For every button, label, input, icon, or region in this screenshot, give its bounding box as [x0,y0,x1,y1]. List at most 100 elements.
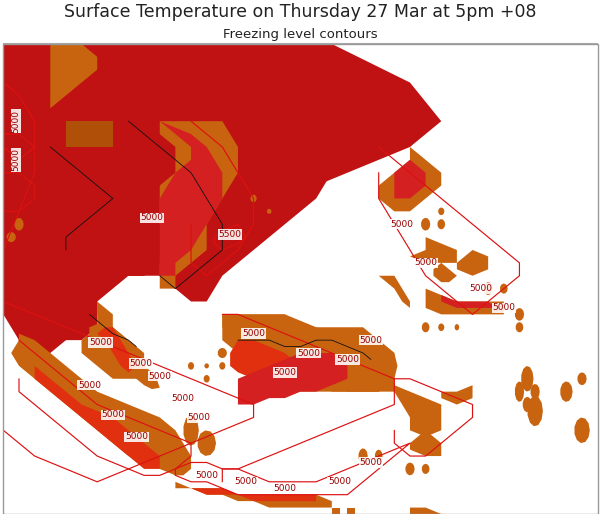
Polygon shape [531,405,540,417]
Text: 5000: 5000 [78,381,101,390]
Polygon shape [66,302,144,379]
Polygon shape [406,463,415,475]
Text: 5000: 5000 [469,284,492,293]
Polygon shape [575,417,590,443]
Polygon shape [4,44,129,224]
Polygon shape [394,385,441,437]
Polygon shape [515,308,524,321]
Polygon shape [394,160,426,198]
Polygon shape [4,44,441,353]
Polygon shape [0,246,4,254]
Polygon shape [379,276,410,308]
Polygon shape [359,448,368,464]
Polygon shape [433,263,457,282]
Polygon shape [438,323,444,331]
Polygon shape [219,362,225,370]
Text: 5000: 5000 [273,484,296,493]
Polygon shape [238,353,347,405]
Polygon shape [410,237,457,263]
Polygon shape [160,121,222,276]
Text: 5000: 5000 [125,432,148,441]
Text: 5000: 5000 [172,394,195,402]
Polygon shape [218,348,227,358]
Polygon shape [421,218,430,231]
Polygon shape [11,334,191,475]
Polygon shape [50,147,175,327]
Text: 5000: 5000 [102,410,124,419]
Text: 5000: 5000 [234,478,257,486]
Polygon shape [500,284,508,293]
Text: 5000: 5000 [273,368,296,377]
Polygon shape [4,44,175,353]
Text: 5000: 5000 [359,458,382,467]
Polygon shape [528,396,543,426]
Polygon shape [410,507,441,514]
Polygon shape [183,415,199,446]
Text: 5000: 5000 [129,359,153,368]
Polygon shape [66,121,113,147]
Text: 5000: 5000 [359,336,382,344]
Text: 5000: 5000 [391,219,413,229]
Polygon shape [332,507,340,514]
Polygon shape [438,208,444,215]
Polygon shape [515,381,524,402]
Polygon shape [438,219,445,229]
Text: 5000: 5000 [414,259,437,267]
Polygon shape [516,322,523,333]
Polygon shape [204,363,209,369]
Polygon shape [484,282,493,295]
Polygon shape [441,295,496,308]
Polygon shape [523,397,532,412]
Text: 5000: 5000 [148,372,171,381]
Text: 5000: 5000 [11,109,20,133]
Text: 5000: 5000 [297,348,320,358]
Polygon shape [191,488,316,501]
Polygon shape [66,302,97,340]
Polygon shape [251,195,257,203]
Polygon shape [422,322,430,333]
Polygon shape [35,366,160,469]
Text: 5000: 5000 [336,355,359,364]
Text: 5000: 5000 [242,329,265,338]
Polygon shape [375,450,383,463]
Polygon shape [422,464,430,474]
Polygon shape [175,482,332,507]
Polygon shape [97,327,136,372]
Polygon shape [90,321,160,389]
Text: 5000: 5000 [195,471,218,480]
Polygon shape [560,381,573,402]
Polygon shape [426,289,504,315]
Text: 5000: 5000 [328,478,351,486]
Polygon shape [441,385,472,405]
Text: 5000: 5000 [188,413,210,422]
Polygon shape [457,250,488,276]
Polygon shape [198,430,216,456]
Polygon shape [521,366,534,392]
Text: 5000: 5000 [492,303,515,313]
Polygon shape [222,315,394,392]
Polygon shape [188,362,194,370]
Polygon shape [14,218,23,231]
Text: 5000: 5000 [141,213,163,222]
Polygon shape [454,324,459,331]
Polygon shape [376,362,382,370]
Text: 5500: 5500 [219,230,242,239]
Polygon shape [410,430,441,456]
Polygon shape [204,375,210,382]
Polygon shape [7,232,16,242]
Polygon shape [379,147,441,211]
Polygon shape [222,315,394,392]
Polygon shape [160,121,238,289]
Polygon shape [578,373,587,385]
Text: Freezing level contours: Freezing level contours [223,28,378,41]
Polygon shape [267,209,272,214]
Polygon shape [230,340,300,385]
Polygon shape [347,507,355,514]
Text: 5000: 5000 [89,338,112,347]
Text: Surface Temperature on Thursday 27 Mar at 5pm +08: Surface Temperature on Thursday 27 Mar a… [64,3,537,21]
Polygon shape [230,315,397,392]
Polygon shape [97,121,191,224]
Polygon shape [97,224,175,276]
Polygon shape [531,384,540,399]
Text: 5000: 5000 [11,149,20,171]
